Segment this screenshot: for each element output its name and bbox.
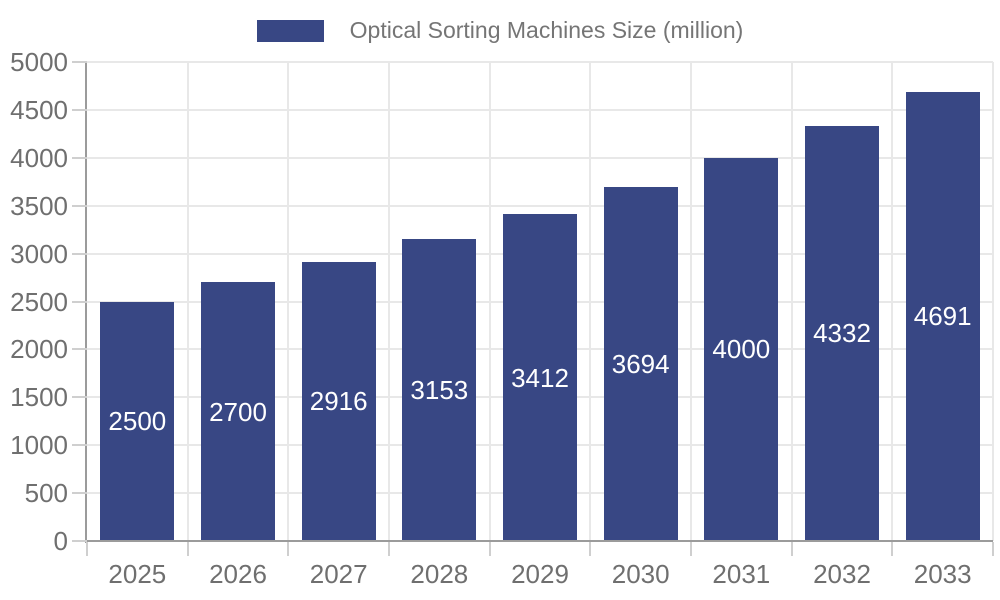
grid-line-vertical (690, 62, 692, 541)
x-tick-label: 2027 (309, 559, 368, 589)
y-axis-tick (72, 108, 87, 111)
x-axis-tick (287, 542, 290, 556)
x-axis-line (85, 540, 993, 542)
y-tick-label: 1500 (10, 382, 68, 413)
x-axis-tick (992, 542, 994, 556)
x-tick-label: 2031 (712, 559, 771, 589)
legend[interactable]: Optical Sorting Machines Size (million) (0, 17, 1000, 44)
x-axis-tick (186, 542, 189, 556)
y-tick-label: 3000 (10, 238, 68, 269)
x-axis-tick (488, 542, 491, 556)
bar[interactable] (905, 91, 980, 541)
y-axis-tick (72, 444, 87, 447)
y-tick-label: 0 (53, 526, 68, 556)
legend-label: Optical Sorting Machines Size (million) (349, 17, 744, 43)
grid-line-horizontal (87, 156, 993, 159)
grid-line-vertical (790, 62, 793, 541)
y-tick-label: 3500 (10, 190, 68, 221)
y-axis-tick (72, 61, 87, 63)
legend-swatch-icon (256, 19, 324, 42)
bar[interactable] (402, 238, 477, 541)
bar-value-label: 2700 (209, 396, 267, 427)
bar[interactable] (603, 187, 678, 541)
bar[interactable] (301, 261, 376, 541)
y-tick-label: 2500 (10, 286, 68, 317)
bar[interactable] (503, 214, 577, 541)
y-axis-tick (72, 204, 87, 207)
y-axis-tick (72, 300, 87, 303)
x-tick-label: 2026 (209, 559, 267, 589)
y-axis-tick (72, 492, 87, 495)
bar-value-label: 2916 (309, 386, 368, 417)
bar-value-label: 3694 (611, 349, 670, 380)
grid-line-vertical (589, 62, 592, 541)
bar[interactable] (100, 301, 175, 541)
x-tick-label: 2032 (813, 559, 871, 589)
x-tick-label: 2028 (410, 559, 469, 589)
x-tick-label: 2033 (913, 559, 972, 589)
grid-line-horizontal (87, 61, 993, 63)
bar-value-label: 4332 (813, 318, 871, 349)
bar[interactable] (805, 125, 879, 541)
bar[interactable] (704, 157, 779, 541)
grid-line-vertical (388, 62, 390, 541)
grid-line-vertical (891, 62, 894, 541)
y-tick-label: 4000 (10, 142, 68, 173)
plot-area: 2500 2700 2916 3153 3412 3694 4000 4332 4691 (87, 61, 994, 541)
bar-value-label: 2500 (108, 406, 167, 437)
bar[interactable] (201, 282, 275, 541)
y-axis-tick (72, 156, 87, 159)
y-axis-tick (72, 540, 87, 542)
grid-line-vertical (992, 62, 994, 541)
bar-value-label: 4000 (712, 334, 771, 365)
x-tick-label: 2030 (611, 559, 670, 589)
x-axis-tick (790, 542, 793, 556)
bar-value-label: 3153 (410, 374, 469, 405)
grid-line-vertical (186, 62, 189, 541)
y-axis-tick (72, 348, 87, 351)
x-axis-tick (589, 542, 592, 556)
bar-value-label: 3412 (511, 362, 569, 393)
y-tick-label: 5000 (10, 47, 68, 77)
x-axis-tick (388, 542, 390, 556)
bar-value-label: 4691 (913, 301, 972, 332)
y-tick-label: 500 (24, 478, 68, 509)
grid-line-horizontal (87, 108, 993, 111)
x-axis-tick (891, 542, 894, 556)
y-tick-label: 2000 (10, 334, 68, 365)
x-axis-tick (86, 542, 88, 556)
x-axis-tick (690, 542, 692, 556)
y-tick-label: 4500 (10, 94, 68, 125)
grid-line-vertical (287, 62, 290, 541)
x-tick-label: 2029 (511, 559, 569, 589)
y-tick-label: 1000 (10, 430, 68, 461)
y-axis-tick (72, 396, 87, 399)
y-axis-line (85, 62, 87, 543)
grid-line-horizontal (87, 204, 993, 207)
grid-line-vertical (488, 62, 491, 541)
y-axis-tick (72, 252, 87, 255)
x-tick-label: 2025 (108, 559, 167, 589)
